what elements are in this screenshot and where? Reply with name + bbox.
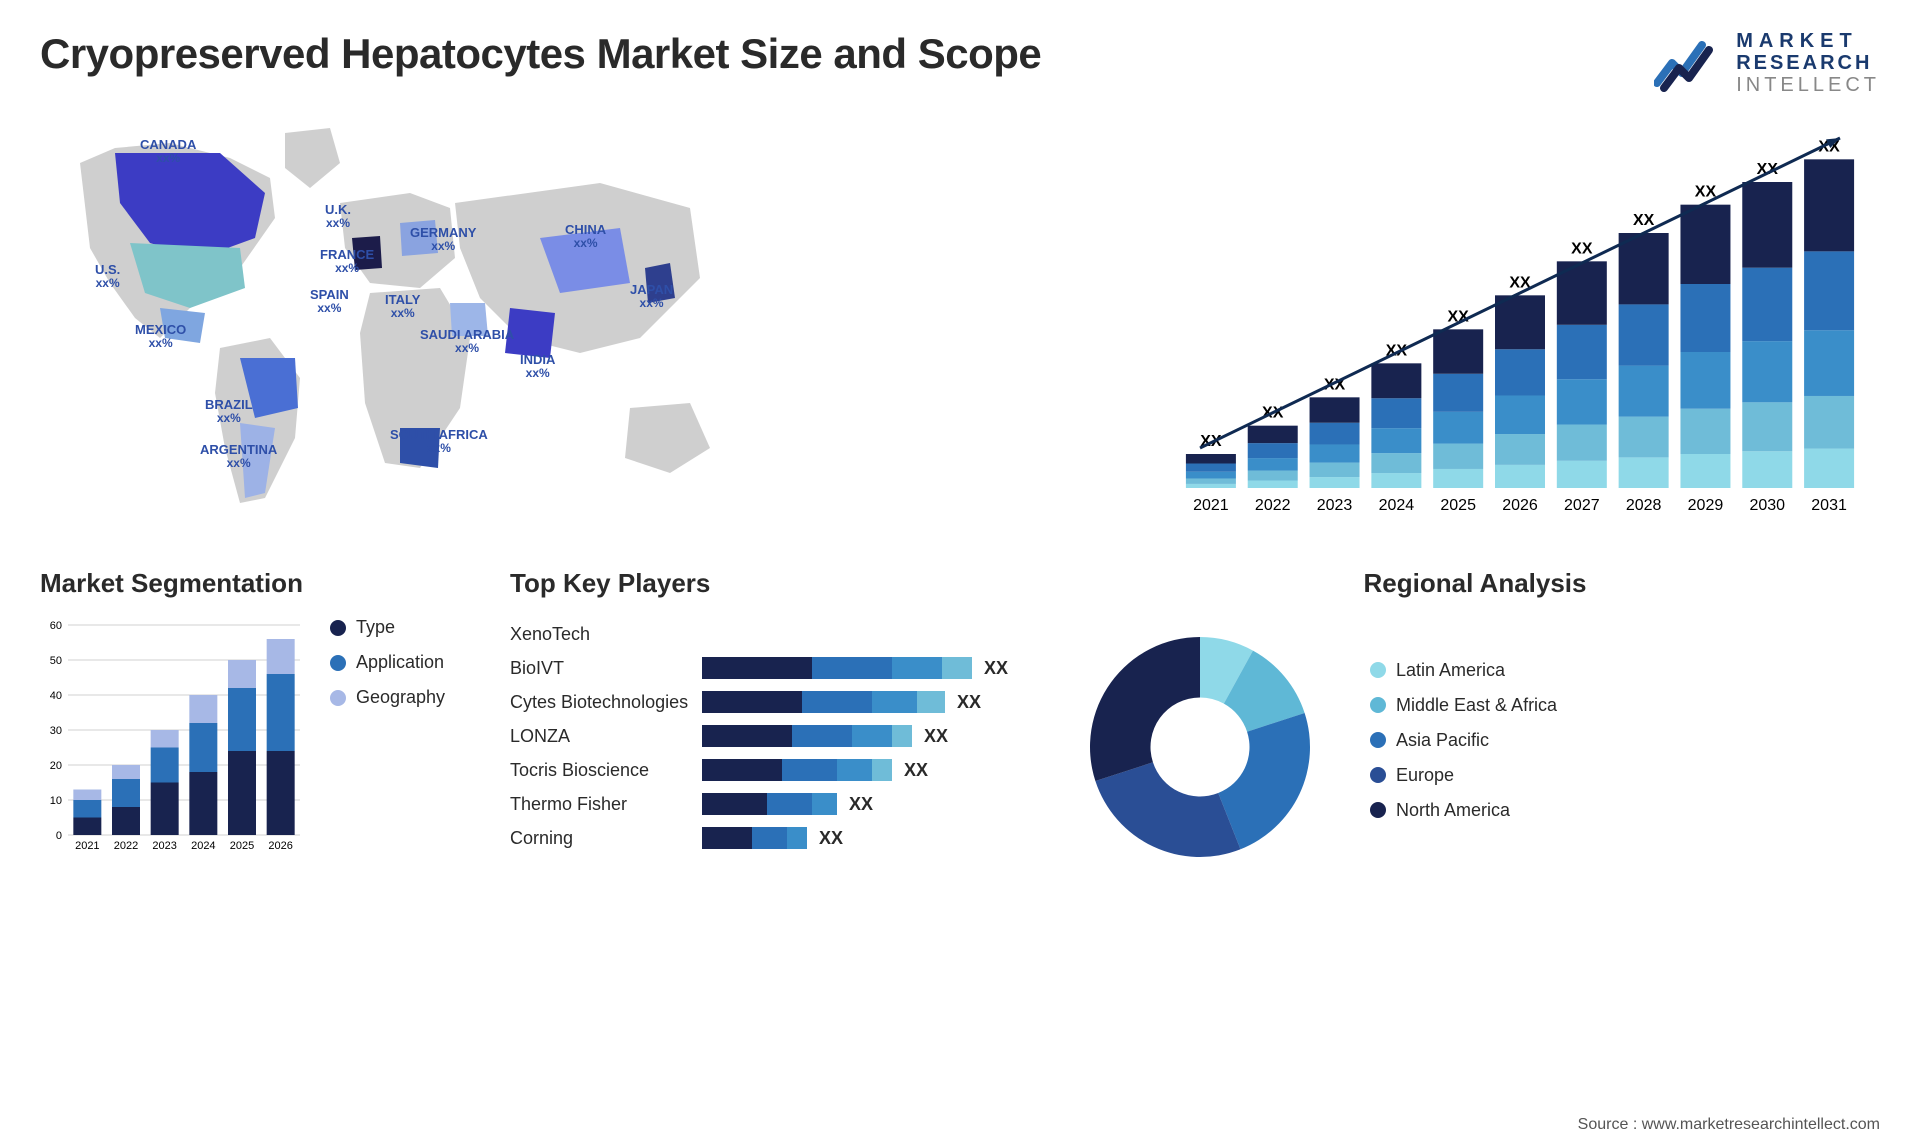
svg-text:20: 20 xyxy=(50,760,62,772)
growth-chart-panel: XX2021XX2022XX2023XX2024XX2025XX2026XX20… xyxy=(1160,108,1880,528)
key-player-bar xyxy=(702,759,892,781)
brand-logo: MARKET RESEARCH INTELLECT xyxy=(1654,30,1880,96)
map-label-canada: CANADAxx% xyxy=(140,138,196,165)
svg-text:2021: 2021 xyxy=(1193,497,1229,514)
svg-text:0: 0 xyxy=(56,830,62,842)
map-label-spain: SPAINxx% xyxy=(310,288,349,315)
growth-bar-chart: XX2021XX2022XX2023XX2024XX2025XX2026XX20… xyxy=(1160,108,1880,528)
svg-text:2029: 2029 xyxy=(1688,497,1724,514)
map-label-brazil: BRAZILxx% xyxy=(205,398,253,425)
source-text: Source : www.marketresearchintellect.com xyxy=(1578,1116,1880,1134)
map-label-japan: JAPANxx% xyxy=(630,283,673,310)
map-label-germany: GERMANYxx% xyxy=(410,226,476,253)
svg-text:2024: 2024 xyxy=(191,840,215,852)
regional-legend-item: Europe xyxy=(1370,765,1557,786)
logo-line3: INTELLECT xyxy=(1736,74,1880,96)
svg-text:XX: XX xyxy=(1633,212,1655,229)
svg-text:XX: XX xyxy=(1571,240,1593,257)
svg-text:2021: 2021 xyxy=(75,840,99,852)
segmentation-bar-chart: 0 10 20 30 40 50 60 2021 2022 2023 2024 2025 2026 xyxy=(40,617,300,857)
key-player-bar xyxy=(702,657,972,679)
key-player-name: LONZA xyxy=(510,726,690,747)
key-player-value: XX xyxy=(924,726,948,747)
map-label-china: CHINAxx% xyxy=(565,223,606,250)
map-label-india: INDIAxx% xyxy=(520,353,555,380)
segmentation-panel: Market Segmentation 0 10 20 30 40 50 60 2021 202… xyxy=(40,568,470,877)
key-player-value: XX xyxy=(984,658,1008,679)
key-player-name: Tocris Bioscience xyxy=(510,760,690,781)
key-player-row: Tocris Bioscience XX xyxy=(510,753,1030,787)
key-player-name: Thermo Fisher xyxy=(510,794,690,815)
key-player-value: XX xyxy=(849,794,873,815)
svg-text:2030: 2030 xyxy=(1749,497,1785,514)
svg-text:10: 10 xyxy=(50,795,62,807)
svg-text:50: 50 xyxy=(50,655,62,667)
seg-legend-item: Type xyxy=(330,617,445,638)
key-player-row: XenoTech xyxy=(510,617,1030,651)
regional-legend-item: Middle East & Africa xyxy=(1370,695,1557,716)
key-player-name: Cytes Biotechnologies xyxy=(510,692,690,713)
regional-title: Regional Analysis xyxy=(1070,568,1880,599)
svg-text:2027: 2027 xyxy=(1564,497,1600,514)
regional-panel: Regional Analysis Latin America Middle Ea… xyxy=(1070,568,1880,877)
svg-text:40: 40 xyxy=(50,690,62,702)
regional-donut-chart xyxy=(1070,617,1330,877)
key-player-bar xyxy=(702,725,912,747)
key-player-value: XX xyxy=(819,828,843,849)
map-label-argentina: ARGENTINAxx% xyxy=(200,443,277,470)
key-player-name: BioIVT xyxy=(510,658,690,679)
regional-legend-item: North America xyxy=(1370,800,1557,821)
key-player-row: Thermo Fisher XX xyxy=(510,787,1030,821)
key-player-bar xyxy=(702,793,837,815)
logo-mark-icon xyxy=(1654,33,1724,93)
svg-text:2025: 2025 xyxy=(230,840,254,852)
key-player-row: LONZA XX xyxy=(510,719,1030,753)
svg-text:30: 30 xyxy=(50,725,62,737)
map-label-saudiarabia: SAUDI ARABIAxx% xyxy=(420,328,514,355)
key-player-row: Cytes Biotechnologies XX xyxy=(510,685,1030,719)
seg-legend-item: Application xyxy=(330,652,445,673)
svg-text:2031: 2031 xyxy=(1811,497,1847,514)
svg-text:60: 60 xyxy=(50,620,62,632)
segmentation-legend: Type Application Geography xyxy=(330,617,445,857)
key-player-name: XenoTech xyxy=(510,624,690,645)
key-players-title: Top Key Players xyxy=(510,568,1030,599)
svg-text:2023: 2023 xyxy=(1317,497,1353,514)
key-player-value: XX xyxy=(957,692,981,713)
key-player-bar xyxy=(702,691,945,713)
seg-legend-item: Geography xyxy=(330,687,445,708)
map-label-uk: U.K.xx% xyxy=(325,203,351,230)
svg-text:2022: 2022 xyxy=(114,840,138,852)
svg-text:2024: 2024 xyxy=(1379,497,1415,514)
svg-text:2026: 2026 xyxy=(1502,497,1538,514)
svg-text:2026: 2026 xyxy=(268,840,292,852)
world-map-panel: CANADAxx% U.S.xx% MEXICOxx% BRAZILxx% ARGENT… xyxy=(40,108,1120,528)
svg-text:2023: 2023 xyxy=(152,840,176,852)
page-title: Cryopreserved Hepatocytes Market Size an… xyxy=(40,30,1041,78)
map-label-italy: ITALYxx% xyxy=(385,293,420,320)
key-player-bar xyxy=(702,827,807,849)
key-player-row: Corning XX xyxy=(510,821,1030,855)
logo-line2: RESEARCH xyxy=(1736,52,1880,74)
key-players-panel: Top Key Players XenoTechBioIVTXXCytes Bi… xyxy=(510,568,1030,877)
svg-text:2022: 2022 xyxy=(1255,497,1291,514)
logo-line1: MARKET xyxy=(1736,30,1880,52)
map-label-us: U.S.xx% xyxy=(95,263,120,290)
regional-legend-item: Latin America xyxy=(1370,660,1557,681)
key-player-row: BioIVT XX xyxy=(510,651,1030,685)
svg-text:2025: 2025 xyxy=(1440,497,1476,514)
regional-legend-item: Asia Pacific xyxy=(1370,730,1557,751)
segmentation-title: Market Segmentation xyxy=(40,568,470,599)
regional-legend: Latin America Middle East & Africa Asia Pa… xyxy=(1370,660,1557,835)
svg-text:2028: 2028 xyxy=(1626,497,1662,514)
key-player-name: Corning xyxy=(510,828,690,849)
map-label-southafrica: SOUTH AFRICAxx% xyxy=(390,428,488,455)
key-player-value: XX xyxy=(904,760,928,781)
map-label-mexico: MEXICOxx% xyxy=(135,323,186,350)
map-label-france: FRANCExx% xyxy=(320,248,374,275)
